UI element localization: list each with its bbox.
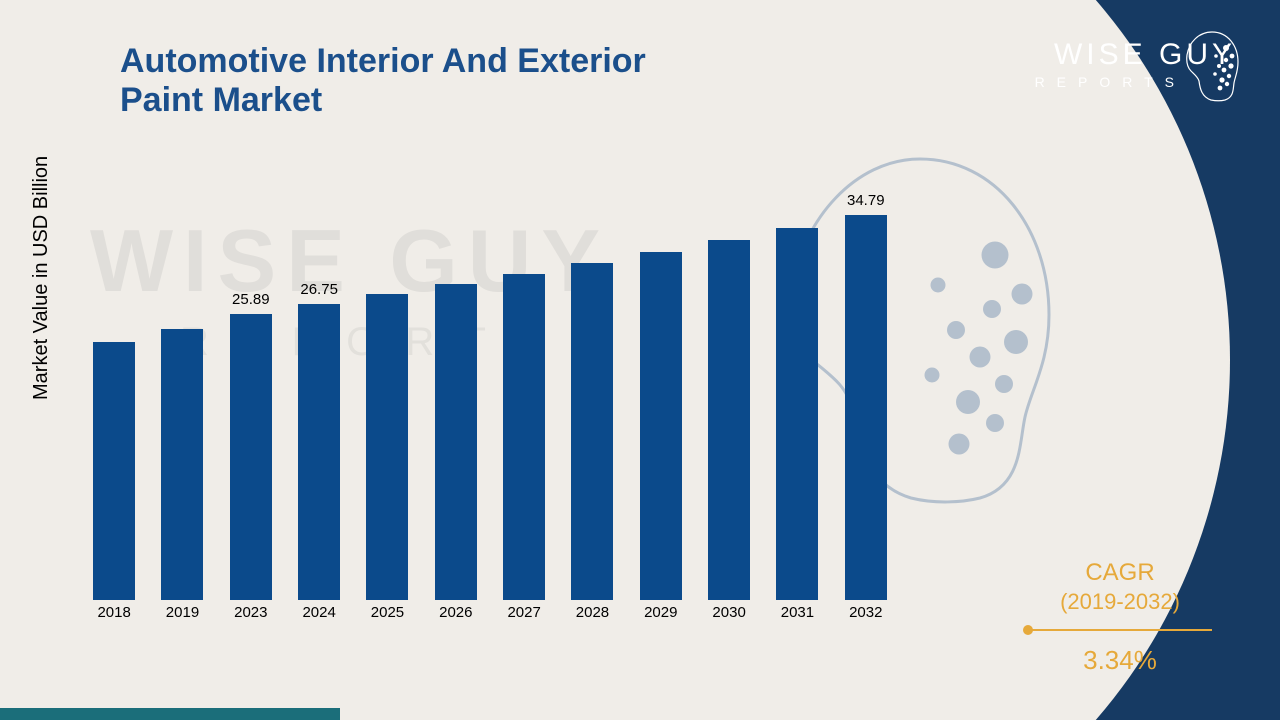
bar-value-label: 25.89: [232, 291, 270, 308]
cagr-label: CAGR: [1020, 559, 1220, 587]
x-tick-label: 2028: [558, 604, 626, 621]
cagr-period: (2019-2032): [1020, 589, 1220, 615]
bottom-accent-bar: [0, 708, 340, 720]
x-tick-label: 2018: [80, 604, 148, 621]
bar-slot: [627, 180, 695, 600]
y-axis-label: Market Value in USD Billion: [30, 156, 53, 400]
x-tick-label: 2029: [627, 604, 695, 621]
bar-slot: [558, 180, 626, 600]
cagr-block: CAGR (2019-2032) 3.34%: [1020, 559, 1220, 676]
bar: [503, 274, 545, 600]
bar-value-label: 34.79: [847, 192, 885, 209]
brand-logo: WISE GUY REPORTS: [976, 38, 1236, 90]
x-tick-label: 2032: [832, 604, 900, 621]
logo-sub-text: REPORTS: [976, 74, 1186, 90]
bar-slot: 26.75: [285, 180, 353, 600]
x-tick-label: 2019: [148, 604, 216, 621]
bar-slot: [695, 180, 763, 600]
bars-container: 25.89 26.75 34.79: [80, 180, 900, 600]
x-tick-label: 2023: [217, 604, 285, 621]
bar: [640, 252, 682, 600]
bar: [571, 263, 613, 600]
bar-slot: [148, 180, 216, 600]
x-axis-labels: 2018201920232024202520262027202820292030…: [80, 604, 900, 621]
bar-slot: [490, 180, 558, 600]
bar: [845, 215, 887, 600]
x-tick-label: 2031: [763, 604, 831, 621]
bar-slot: 25.89: [217, 180, 285, 600]
bar: [366, 294, 408, 600]
x-tick-label: 2026: [422, 604, 490, 621]
bar-slot: [763, 180, 831, 600]
bar-value-label: 26.75: [300, 281, 338, 298]
bar-slot: [353, 180, 421, 600]
x-tick-label: 2025: [353, 604, 421, 621]
chart-title: Automotive Interior And Exterior Paint M…: [120, 42, 680, 120]
x-tick-label: 2027: [490, 604, 558, 621]
x-tick-label: 2024: [285, 604, 353, 621]
cagr-divider: [1028, 629, 1212, 631]
bar: [435, 284, 477, 600]
x-tick-label: 2030: [695, 604, 763, 621]
bar-slot: 34.79: [832, 180, 900, 600]
bar: [230, 314, 272, 600]
bar: [161, 329, 203, 600]
bar: [93, 342, 135, 600]
plot-region: 25.89 26.75 34.79: [80, 180, 900, 600]
bar: [776, 228, 818, 600]
brand-head-icon: [1186, 30, 1242, 102]
chart-area: Automotive Interior And Exterior Paint M…: [0, 0, 1020, 720]
bar: [708, 240, 750, 600]
bar: [298, 304, 340, 600]
page-root: Automotive Interior And Exterior Paint M…: [0, 0, 1280, 720]
cagr-divider-dot-icon: [1023, 625, 1033, 635]
cagr-value: 3.34%: [1020, 645, 1220, 676]
bar-slot: [422, 180, 490, 600]
bar-slot: [80, 180, 148, 600]
